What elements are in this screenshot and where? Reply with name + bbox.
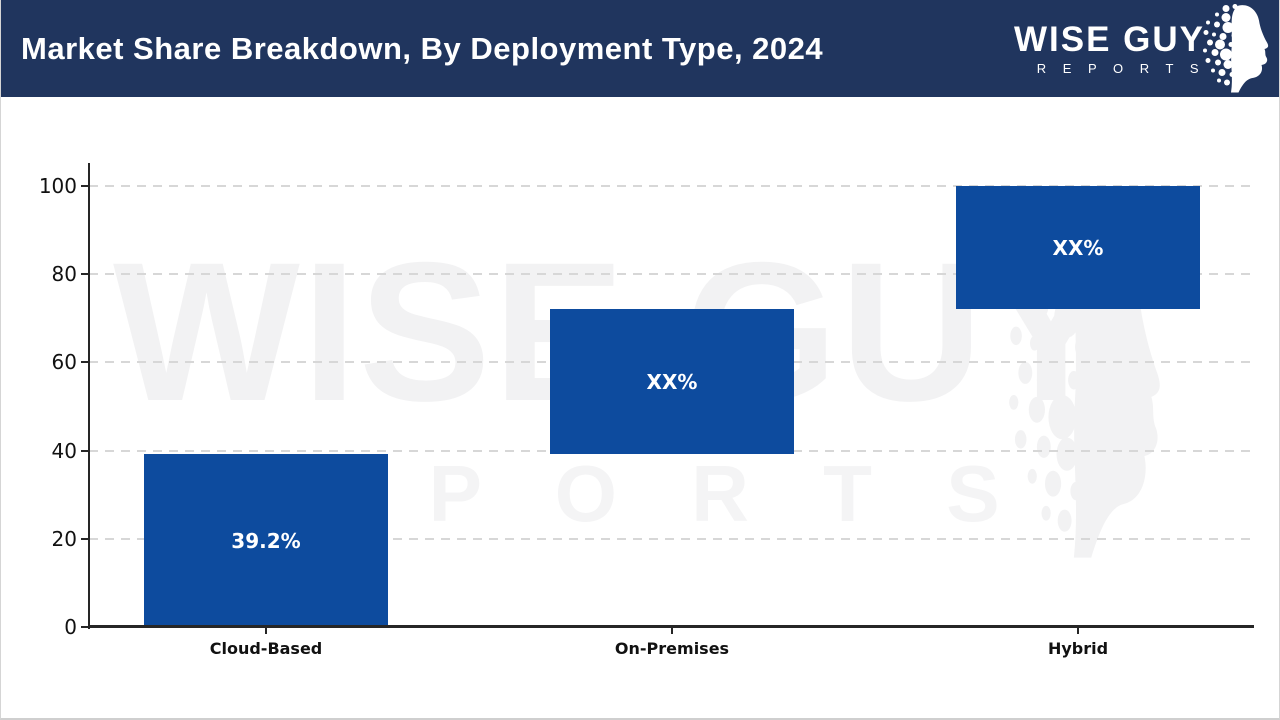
y-tick-80	[81, 273, 88, 276]
gridline-y-20	[89, 537, 1254, 540]
x-tick-0	[265, 628, 267, 634]
x-axis-spine	[89, 625, 1254, 628]
y-tick-label: 40	[51, 438, 77, 463]
logo-face-icon	[1203, 4, 1269, 93]
header-banner: Market Share Breakdown, By Deployment Ty…	[1, 0, 1279, 97]
bar-cloud-based: 39.2%	[144, 454, 388, 627]
logo-wordmark-sub: R E P O R T S	[1036, 60, 1205, 76]
bar-value-label: XX%	[646, 369, 698, 394]
y-tick-label: 80	[51, 262, 77, 287]
gridline-y-100	[89, 185, 1254, 187]
x-tick-label: Hybrid	[1047, 639, 1109, 658]
y-tick-40	[81, 449, 88, 452]
logo: WISE GUY R E P O R T S	[1014, 2, 1273, 95]
bar-value-label: XX%	[1052, 235, 1104, 260]
y-tick-0	[81, 626, 88, 628]
logo-wordmark-main: WISE GUY	[1013, 19, 1205, 59]
bar-hybrid: XX%	[956, 186, 1200, 310]
x-tick-2	[1077, 628, 1079, 634]
x-tick-1	[671, 628, 673, 634]
bar-on-premises: XX%	[550, 309, 794, 455]
y-tick-20	[81, 537, 88, 540]
y-axis-spine	[88, 163, 90, 629]
x-tick-label: On-Premises	[614, 639, 730, 658]
page-title: Market Share Breakdown, By Deployment Ty…	[21, 31, 824, 66]
y-tick-label: 60	[51, 350, 77, 375]
gridline-y-80	[89, 273, 1254, 276]
bar-value-label: 39.2%	[231, 528, 301, 553]
y-tick-100	[81, 185, 88, 187]
y-tick-label: 0	[64, 615, 77, 639]
y-tick-label: 20	[51, 526, 77, 551]
x-tick-label: Cloud-Based	[209, 639, 323, 658]
logo-wordmark: WISE GUY R E P O R T S	[1013, 19, 1205, 76]
y-tick-60	[81, 361, 88, 364]
y-tick-label: 100	[38, 174, 77, 198]
